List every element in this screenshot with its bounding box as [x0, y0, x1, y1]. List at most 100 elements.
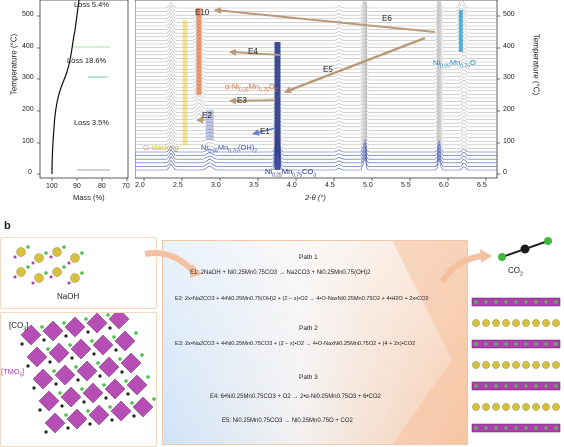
arrow-e4 — [229, 51, 281, 56]
path-1-label: Path 1 — [299, 254, 318, 261]
c-atom — [70, 356, 74, 360]
xrd-xtick: 3.0 — [211, 182, 221, 189]
xrd-trace — [135, 120, 497, 135]
carbonate-sub: 0.25 — [272, 172, 282, 179]
tmo6-octahedron — [42, 320, 64, 342]
o-atom — [146, 375, 150, 379]
na-atom — [552, 319, 560, 327]
o-atom — [64, 413, 68, 417]
o-atom — [124, 379, 128, 383]
h-atom — [67, 261, 71, 265]
rocksalt-text: O — [469, 58, 476, 67]
hydroxide-sub: 0.25 — [208, 148, 218, 155]
hydroxide-text: (OH) — [237, 143, 255, 152]
o-atom — [524, 384, 528, 388]
xrd-xtick: 5.5 — [401, 182, 411, 189]
xrd-xtick: 5.0 — [363, 182, 373, 189]
xrd-trace — [135, 131, 497, 149]
o-atom — [534, 384, 538, 388]
co3-sub: 3 — [23, 326, 27, 333]
na-atom — [532, 319, 540, 327]
o-atom — [494, 384, 498, 388]
alpha-oxide-peak-band — [196, 8, 202, 95]
xrd-waterfall-plot — [135, 0, 500, 181]
xrd-trace — [135, 134, 497, 153]
reaction-to-co2-arrow — [439, 249, 492, 284]
c-atom — [92, 352, 96, 356]
xrd-trace — [135, 78, 497, 92]
o-atom — [62, 245, 66, 249]
xrd-xtick: 2.0 — [135, 182, 145, 189]
tmo-text: [TMO — [1, 367, 20, 376]
event-label-e5: E5 — [323, 65, 333, 74]
co3-text: [CO — [9, 321, 24, 330]
na-atom — [52, 267, 62, 277]
o-stacking-peak-band — [182, 20, 188, 145]
xrd-trace — [135, 143, 497, 164]
na-atom — [512, 361, 520, 369]
event-label-e6: E6 — [382, 14, 392, 23]
co2-text: CO — [508, 266, 520, 275]
o-atom — [102, 383, 106, 387]
co2-carbon-atom — [520, 244, 530, 254]
o-atom — [44, 271, 48, 275]
xrd-trace — [135, 52, 497, 66]
naoh-structure — [13, 245, 84, 285]
event-label-e2: E2 — [202, 111, 212, 120]
o-atom — [96, 361, 100, 365]
o-atom — [534, 342, 538, 346]
xrd-ytick-right: 100 — [503, 138, 515, 145]
h-atom — [67, 281, 71, 285]
tmo6-octahedron — [108, 313, 130, 330]
xrd-xtick: 3.5 — [249, 182, 259, 189]
xrd-trace — [135, 0, 497, 12]
o-atom — [544, 342, 548, 346]
na-atom — [522, 361, 530, 369]
na-atom — [532, 361, 540, 369]
c-atom — [86, 330, 90, 334]
tga-xtick: 90 — [73, 183, 81, 190]
xrd-trace — [135, 140, 497, 160]
reaction-pathway-region — [162, 240, 468, 445]
tmo6-octahedron — [82, 382, 104, 404]
o-atom — [80, 387, 84, 391]
na-atom — [532, 403, 540, 411]
na-atom — [522, 403, 530, 411]
arrow-e6 — [214, 9, 436, 33]
naoh-box: NaOH — [0, 237, 157, 309]
na-atom — [502, 361, 510, 369]
tga-loss-3: Loss 3.5% — [74, 118, 110, 127]
tga-ytick: 100 — [22, 138, 34, 145]
xrd-trace — [135, 27, 497, 41]
xrd-ytick-right: 200 — [503, 106, 515, 113]
co2-oxygen-atom — [544, 237, 552, 245]
o-atom — [474, 426, 478, 430]
o-atom — [46, 347, 50, 351]
tga-ytick: 400 — [22, 43, 34, 50]
xrd-trace — [135, 20, 497, 34]
na-atom — [472, 403, 480, 411]
xrd-trace — [135, 42, 497, 56]
c-atom — [132, 414, 136, 418]
phase-label-carbonate: Ni0.25Mn0.75CO3 — [265, 167, 316, 179]
xrd-trace — [135, 60, 497, 74]
tmo6-octahedron — [44, 412, 66, 434]
co2-molecule-icon — [498, 237, 552, 261]
o-atom — [106, 313, 110, 317]
na-atom — [512, 403, 520, 411]
o-atom — [484, 300, 488, 304]
na-atom — [482, 361, 490, 369]
tmo6-octahedron — [110, 400, 132, 422]
xrd-trace — [135, 110, 497, 124]
c-atom — [32, 386, 36, 390]
o-atom — [90, 339, 94, 343]
o-atom — [544, 300, 548, 304]
o-atom — [86, 409, 90, 413]
tga-ytick: 200 — [22, 106, 34, 113]
co2-label: CO2 — [508, 266, 523, 278]
o-atom — [524, 300, 528, 304]
c-atom — [54, 382, 58, 386]
na-atom — [492, 319, 500, 327]
layered-oxide-icon — [471, 297, 561, 433]
o-atom — [130, 401, 134, 405]
